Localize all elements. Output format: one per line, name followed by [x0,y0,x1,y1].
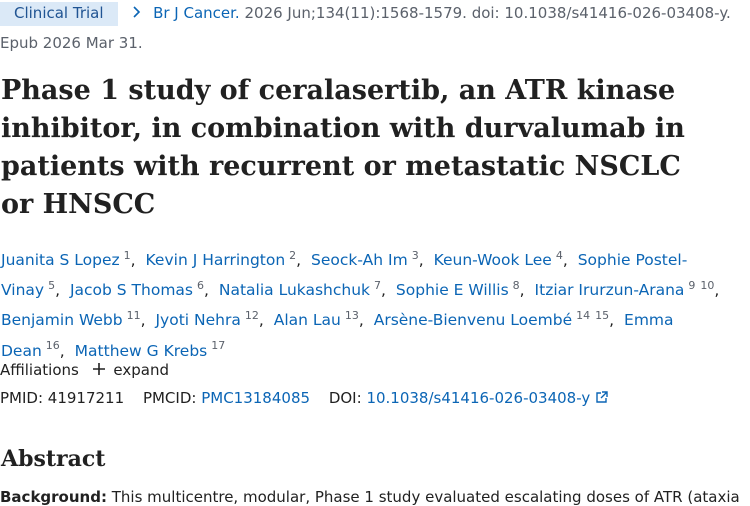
pmcid-link[interactable]: PMC13184085 [201,389,311,407]
pmid: 41917211 [47,389,125,407]
author-link[interactable]: Sophie E Willis [395,281,509,300]
affiliation-ref[interactable]: 14 [576,309,591,323]
affiliation-refs: 8 [513,279,520,292]
author: Matthew G Krebs 17 [74,339,226,360]
author-link[interactable]: Itziar Irurzun-Arana [534,281,685,300]
author: Juanita S Lopez 1 [1,249,141,270]
affiliation-ref[interactable]: 11 [126,309,141,323]
external-link-icon [596,391,608,403]
affiliation-refs: 1 [124,249,131,262]
affiliation-refs: 7 [374,279,381,292]
plus-icon[interactable] [92,362,106,376]
author-link[interactable]: Arsène-Bienvenu Loembé [373,311,573,330]
journal-link[interactable]: Br J Cancer. [153,4,240,22]
epub-date: Epub 2026 Mar 31. [0,34,143,52]
affiliation-ref[interactable]: 16 [45,339,60,353]
affiliation-refs: 9 10 [688,279,714,292]
citation-bar: Clinical Trial Br J Cancer. 2026 Jun;134… [0,2,731,26]
author-link[interactable]: Keun-Wook Lee [433,251,552,270]
affiliation-refs: 3 [412,249,419,262]
affiliation-refs: 12 [245,309,259,322]
affiliation-ref[interactable]: 2 [289,249,297,262]
author: Benjamin Webb 11 [1,309,151,330]
author: Alan Lau 13 [273,309,369,330]
affiliation-ref[interactable]: 12 [244,309,259,323]
affiliation-ref[interactable]: 6 [197,279,205,293]
author: Jyoti Nehra 12 [155,309,268,330]
author: Itziar Irurzun-Arana 9 10 [534,279,725,300]
author: Arsène-Bienvenu Loembé 14 15 [373,309,619,330]
affiliation-refs: 2 [289,249,296,262]
author: Sophie E Willis 8 [395,279,530,300]
author: Kevin J Harrington 2 [145,249,307,270]
background-label: Background: [0,488,107,506]
pmcid-label: PMCID: [142,389,197,407]
affiliation-refs: 5 [48,279,55,292]
affiliation-ref[interactable]: 7 [374,279,382,293]
author-link[interactable]: Benjamin Webb [1,311,123,330]
background-text: This multicentre, modular, Phase 1 study… [111,488,740,506]
affiliation-refs: 11 [127,309,141,322]
author-link[interactable]: Juanita S Lopez [1,251,120,270]
affiliations-row: Affiliations expand [0,361,169,379]
affiliation-ref[interactable]: 3 [411,249,419,262]
affiliation-ref[interactable]: 13 [344,309,359,323]
author-link[interactable]: Seock-Ah Im [311,251,408,270]
citation: 2026 Jun;134(11):1568-1579. doi: 10.1038… [244,4,731,22]
abstract-heading: Abstract [1,446,106,472]
chevron-icon [133,6,141,18]
affiliation-ref[interactable]: 17 [211,339,226,353]
author: Keun-Wook Lee 4 [433,249,573,270]
identifiers: PMID: 41917211 PMCID: PMC13184085 DOI: 1… [0,389,608,407]
author: Natalia Lukashchuk 7 [218,279,391,300]
affiliation-ref[interactable]: 10 [700,279,715,293]
affiliation-refs: 13 [345,309,359,322]
author: Jacob S Thomas 6 [69,279,214,300]
affiliation-refs: 4 [556,249,563,262]
author-link[interactable]: Alan Lau [273,311,341,330]
author: Seock-Ah Im 3 [311,249,429,270]
author-link[interactable]: Jyoti Nehra [155,311,241,330]
affiliations-label: Affiliations [0,361,79,379]
author-link[interactable]: Matthew G Krebs [74,341,208,360]
expand-toggle[interactable]: expand [113,361,169,379]
article-type-badge: Clinical Trial [0,2,118,26]
affiliation-ref[interactable]: 8 [512,279,520,293]
affiliation-ref[interactable]: 1 [123,249,131,262]
affiliation-refs: 14 15 [576,309,609,322]
author-link[interactable]: Kevin J Harrington [145,251,286,270]
abstract-background: Background: This multicentre, modular, P… [0,488,740,506]
pmid-label: PMID: [0,389,44,407]
affiliation-ref[interactable]: 15 [595,309,610,323]
affiliation-refs: 17 [211,339,225,352]
affiliation-ref[interactable]: 4 [555,249,563,262]
affiliation-ref[interactable]: 5 [48,279,56,293]
article-title: Phase 1 study of ceralasertib, an ATR ki… [1,75,685,220]
author-link[interactable]: Jacob S Thomas [69,281,194,300]
affiliation-ref[interactable]: 9 [688,279,696,293]
affiliation-refs: 6 [197,279,204,292]
author-link[interactable]: Sophie Postel-Vinay [1,251,688,300]
author-link[interactable]: Natalia Lukashchuk [218,281,371,300]
doi-link[interactable]: 10.1038/s41416-026-03408-y [366,389,591,407]
doi-label: DOI: [328,389,362,407]
author-link[interactable]: Emma Dean [1,311,674,360]
affiliation-refs: 16 [46,339,60,352]
